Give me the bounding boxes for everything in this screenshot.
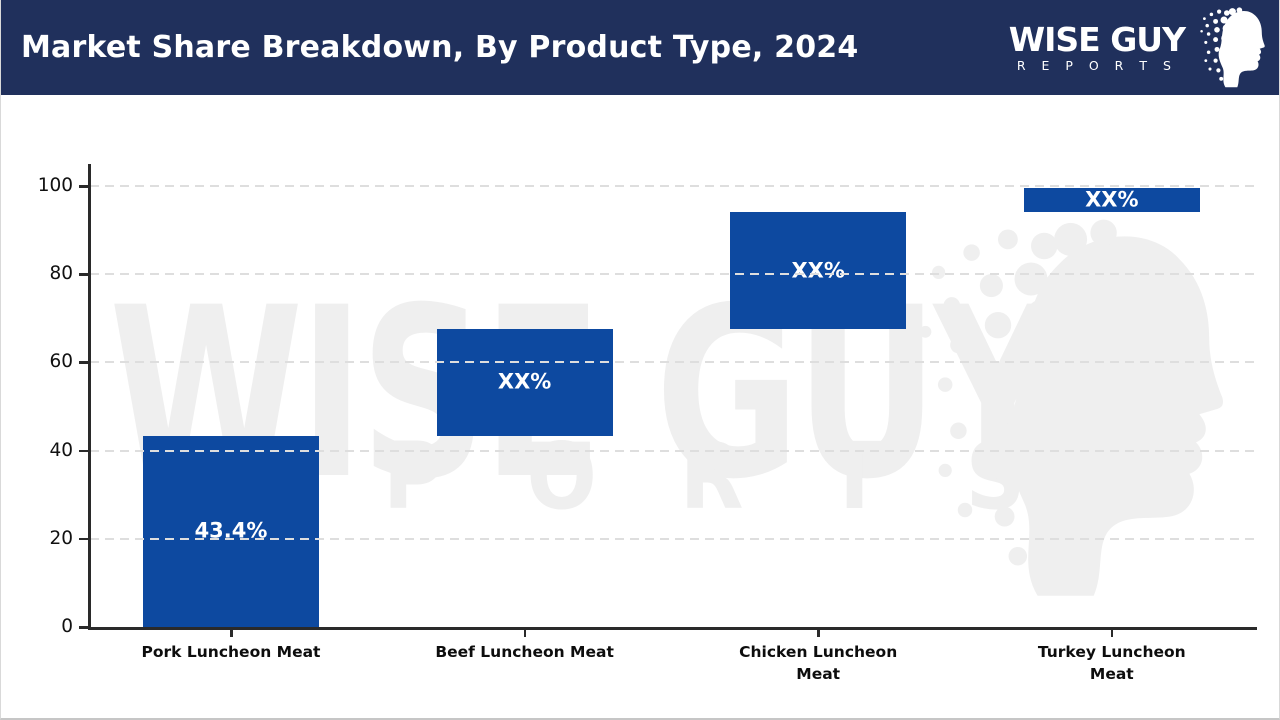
y-tick-label: 80 <box>49 263 73 285</box>
y-gridline <box>90 273 1257 276</box>
y-tick-mark <box>79 361 88 364</box>
header: Market Share Breakdown, By Product Type,… <box>1 0 1279 95</box>
y-tick-label: 20 <box>49 527 73 549</box>
y-gridline <box>90 449 1257 452</box>
x-tick-mark <box>523 629 527 637</box>
bar-beef-luncheon-meat <box>436 329 613 436</box>
y-gridline <box>90 537 1257 540</box>
x-tick-mark <box>817 629 820 637</box>
bar-chicken-luncheon-meat <box>730 212 907 330</box>
y-tick-label: 100 <box>37 175 73 196</box>
logo-wordmark: WISE GUY R E P O R T S <box>1008 19 1186 73</box>
bar-turkey-luncheon-meat <box>1023 188 1200 213</box>
y-tick-label: 60 <box>49 351 73 373</box>
x-axis-label: Turkey Luncheon Meat <box>1037 643 1186 683</box>
y-tick-mark <box>79 273 88 276</box>
y-axis-line <box>88 164 91 629</box>
y-gridline <box>90 361 1257 364</box>
x-tick-mark <box>1110 629 1114 637</box>
y-tick-label: 40 <box>49 439 73 461</box>
bar-value-label: 43.4% <box>194 518 268 543</box>
bar-value-label: XX% <box>791 258 845 283</box>
y-gridline <box>90 185 1257 187</box>
y-tick-mark <box>79 626 88 629</box>
x-axis-label: Chicken Luncheon Meat <box>739 643 898 683</box>
page-title: Market Share Breakdown, By Product Type,… <box>21 30 859 65</box>
y-tick-label: 0 <box>61 616 73 637</box>
bar-value-label: XX% <box>1085 187 1139 212</box>
y-tick-mark <box>79 537 88 541</box>
logo-wordmark-text: WISE GUY <box>1008 19 1186 59</box>
chart-area: WISE GUY P O R T S 43.4% XX% XX% XX% 0 20 40 60… <box>1 95 1279 718</box>
bar-value-label: XX% <box>497 369 552 394</box>
wise-guy-logo: WISE GUY R E P O R T S <box>1009 6 1271 90</box>
x-axis-label: Beef Luncheon Meat <box>435 643 614 661</box>
bar-pork-luncheon-meat <box>143 435 319 627</box>
y-tick-mark <box>79 449 88 453</box>
x-tick-mark <box>230 629 233 637</box>
logo-subtitle-text: R E P O R T S <box>1016 57 1177 73</box>
x-axis-line <box>88 627 1257 630</box>
x-axis-label: Pork Luncheon Meat <box>141 643 321 661</box>
y-tick-mark <box>79 185 88 188</box>
